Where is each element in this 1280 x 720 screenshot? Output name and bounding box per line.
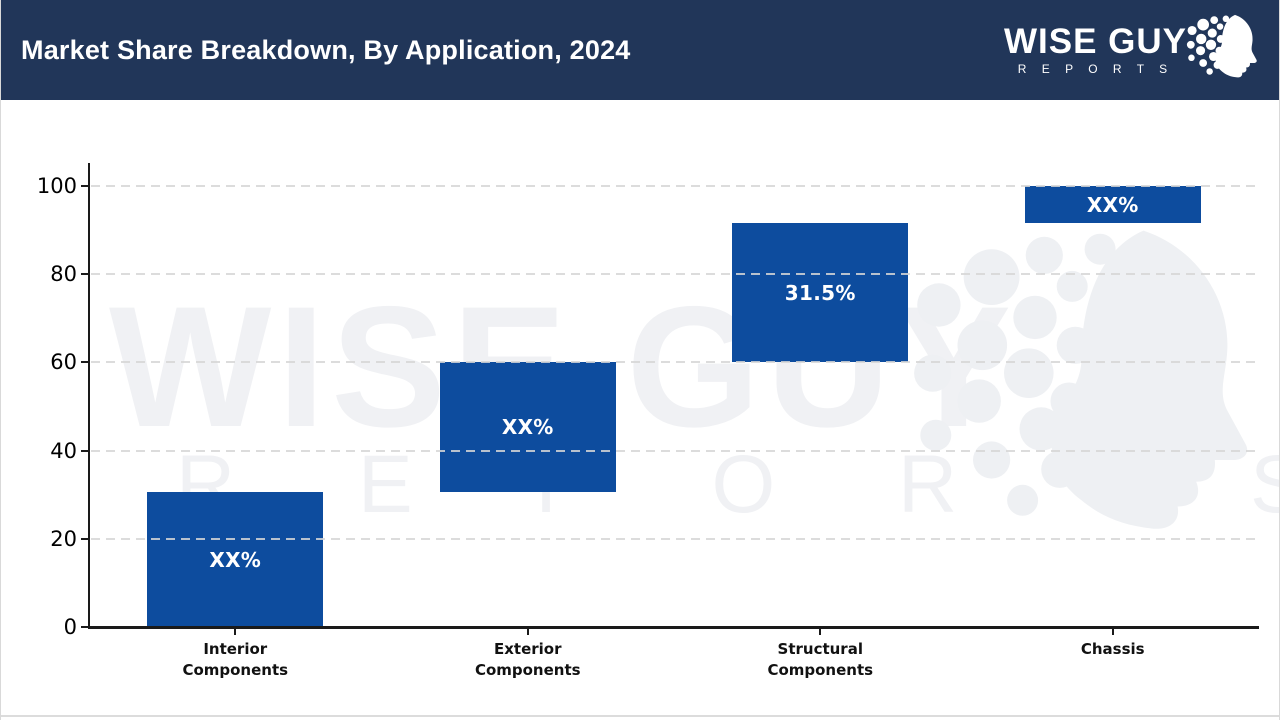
- gridline: [91, 185, 1259, 187]
- brand-tagline: R E P O R T S: [1017, 62, 1174, 76]
- y-axis-tick: [81, 185, 88, 187]
- y-axis-tick: [81, 273, 88, 276]
- x-axis-category-label: Interior Components: [182, 640, 289, 679]
- x-axis-category-label: Exterior Components: [474, 640, 581, 679]
- brand-head-icon: [1186, 14, 1257, 78]
- page-title: Market Share Breakdown, By Application, …: [21, 34, 631, 65]
- bar-value-label: 31.5%: [784, 280, 856, 305]
- chart-canvas: WISE GUY R E P O R T S 0 20 40 60 80 100 XX% In…: [1, 100, 1279, 720]
- gridline: [91, 537, 1259, 540]
- header-bar: Market Share Breakdown, By Application, …: [1, 0, 1279, 100]
- x-axis-tick: [234, 628, 237, 635]
- bar-value-label: XX%: [209, 547, 262, 572]
- y-axis-tick: [81, 537, 88, 540]
- y-axis-tick: [81, 449, 88, 452]
- y-axis-tick-label: 20: [50, 526, 77, 551]
- x-axis-line: [88, 626, 1259, 629]
- y-axis-tick-label: 40: [50, 438, 77, 463]
- bar-structural-components: 31.5%: [732, 223, 909, 363]
- brand-logo: WISE GUY R E P O R T S: [1004, 11, 1261, 89]
- bar-chassis: XX%: [1024, 186, 1201, 224]
- y-axis-tick-label: 80: [50, 262, 77, 287]
- y-axis-tick-label: 100: [36, 174, 77, 198]
- gridline: [91, 273, 1259, 276]
- bar-value-label: XX%: [501, 415, 554, 440]
- x-axis-tick: [1111, 628, 1114, 635]
- x-axis-tick: [526, 628, 529, 635]
- y-axis-tick-label: 60: [50, 350, 77, 375]
- gridline: [91, 449, 1259, 452]
- bar-exterior-components: XX%: [439, 362, 616, 493]
- bar-interior-components: XX%: [147, 492, 324, 627]
- y-axis-tick: [81, 361, 88, 364]
- y-axis-line: [88, 163, 90, 627]
- x-axis-category-label: Structural Components: [767, 640, 874, 679]
- x-axis-category-label: Chassis: [1080, 640, 1145, 658]
- bar-value-label: XX%: [1086, 192, 1139, 217]
- brand-name: WISE GUY: [1003, 22, 1187, 61]
- bottom-divider: [1, 715, 1279, 717]
- x-axis-tick: [819, 628, 822, 635]
- watermark-head-icon: [914, 230, 1248, 529]
- y-axis-tick-label: 0: [63, 615, 77, 639]
- y-axis-tick: [81, 626, 88, 628]
- gridline: [91, 361, 1259, 364]
- brand-logo-text: WISE GUY R E P O R T S: [1003, 22, 1187, 77]
